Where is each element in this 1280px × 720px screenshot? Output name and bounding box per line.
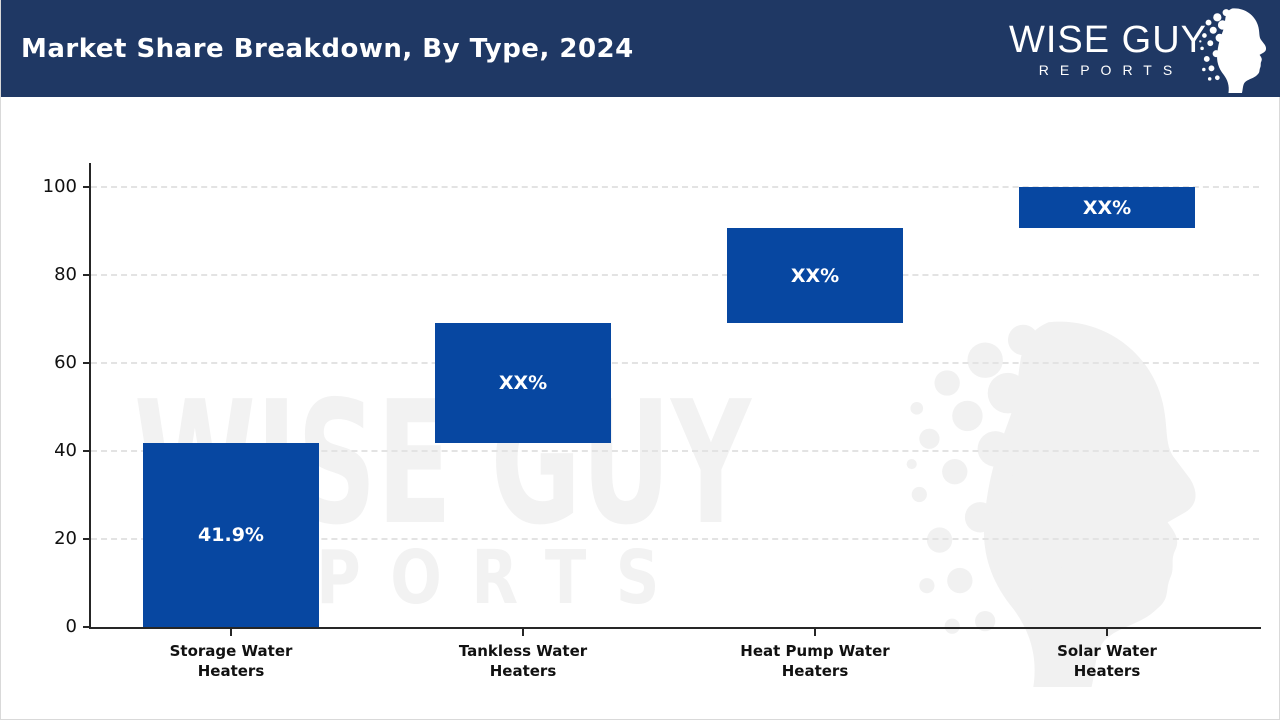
x-axis <box>89 627 1261 629</box>
gridline-y60 <box>91 362 1259 364</box>
bar-3-text: XX% <box>790 264 840 287</box>
watermark-dot-face-icon <box>906 321 1196 687</box>
bar-3: XX% <box>727 228 903 324</box>
y-tick-mark <box>83 626 91 628</box>
market-share-chart: WISE GUY REPORTS 0 20 40 60 80 100 41.9% Storag… <box>1 97 1279 719</box>
x-category-line: Heaters <box>1073 662 1141 680</box>
bar-4-text: XX% <box>1082 196 1132 219</box>
header-banner: Market Share Breakdown, By Type, 2024 WI… <box>1 0 1280 97</box>
y-tick-label: 100 <box>42 176 77 197</box>
page-title: Market Share Breakdown, By Type, 2024 <box>21 33 634 64</box>
dot-face-logo-icon <box>1199 7 1267 93</box>
x-category-label: Storage Water Heaters <box>101 641 361 681</box>
logo-wordmark: WISE GUY <box>1008 18 1207 61</box>
x-category-line: Heaters <box>781 662 849 680</box>
y-tick-label: 80 <box>54 264 77 285</box>
x-category-line: Heaters <box>197 662 265 680</box>
x-category-line: Heaters <box>489 662 557 680</box>
y-tick-label: 60 <box>54 352 77 373</box>
gridline-y100 <box>91 186 1259 188</box>
bar-1-text: 41.9% <box>198 523 264 546</box>
x-tick-mark <box>814 629 816 636</box>
y-tick-mark <box>83 186 91 188</box>
y-tick-mark <box>83 274 91 276</box>
y-tick-mark <box>83 538 91 540</box>
x-category-label: Heat Pump Water Heaters <box>685 641 945 681</box>
x-category-label: Tankless Water Heaters <box>393 641 653 681</box>
y-tick-mark <box>83 362 91 364</box>
wise-guy-logo: WISE GUY REPORTS <box>1009 0 1271 97</box>
x-category-line: Storage Water <box>169 642 293 660</box>
x-tick-mark <box>1106 629 1108 636</box>
bar-1: 41.9% <box>143 442 319 627</box>
x-category-line: Solar Water <box>1057 642 1157 660</box>
bar-2-text: XX% <box>498 372 548 394</box>
bar-2: XX% <box>435 323 611 443</box>
y-tick-label: 20 <box>54 528 77 549</box>
gridline-y20 <box>91 538 1259 540</box>
x-category-line: Heat Pump Water <box>740 642 890 660</box>
logo-text: WISE GUY REPORTS <box>1009 20 1207 78</box>
y-tick-label: 40 <box>54 440 77 461</box>
logo-subtitle: REPORTS <box>1038 61 1184 78</box>
x-tick-mark <box>230 629 232 636</box>
gridline-y80 <box>91 274 1259 276</box>
gridline-y40 <box>91 450 1259 452</box>
y-tick-mark <box>83 450 91 452</box>
x-category-line: Tankless Water <box>458 642 588 660</box>
y-tick-label: 0 <box>65 616 77 637</box>
bar-4: XX% <box>1019 187 1195 229</box>
x-tick-mark <box>522 629 524 636</box>
x-category-label: Solar Water Heaters <box>977 641 1237 681</box>
y-axis <box>89 163 91 629</box>
